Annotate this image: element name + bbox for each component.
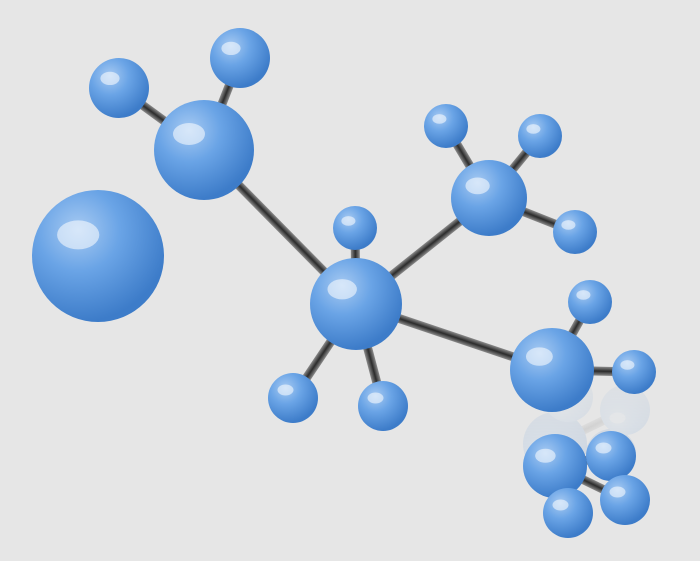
atom-hub-lr <box>510 328 594 412</box>
atom-center <box>310 258 402 350</box>
atom-clus-br-b <box>586 431 636 481</box>
atom-center-sat-bl <box>268 373 318 423</box>
atom-hub-lr-sat-t <box>568 280 612 324</box>
atom-hub-ur <box>451 160 527 236</box>
atom-hub-ul-sat-left <box>89 58 149 118</box>
atom-center-sat-bl <box>268 487 318 537</box>
atom-center-sat-br <box>358 381 408 431</box>
atom-clus-br-d <box>543 488 593 538</box>
atom-clus-br-c <box>600 475 650 525</box>
atom-big-left <box>32 190 164 322</box>
atom-clus-br-a <box>523 434 587 498</box>
atom-hub-lr-sat-r <box>612 350 656 394</box>
molecule-diagram <box>0 0 700 561</box>
atom-hub-ur-sat-r <box>553 210 597 254</box>
atom-center-sat-top <box>333 206 377 250</box>
atom-hub-ur-sat-tr <box>518 114 562 158</box>
atom-hub-ul-sat-top <box>210 28 270 88</box>
atom-hub-ul <box>154 100 254 200</box>
atom-center-sat-br <box>358 479 408 529</box>
molecule-svg <box>0 0 700 561</box>
atom-clus-br-c <box>600 385 650 435</box>
atom-hub-ur-sat-tl <box>424 104 468 148</box>
